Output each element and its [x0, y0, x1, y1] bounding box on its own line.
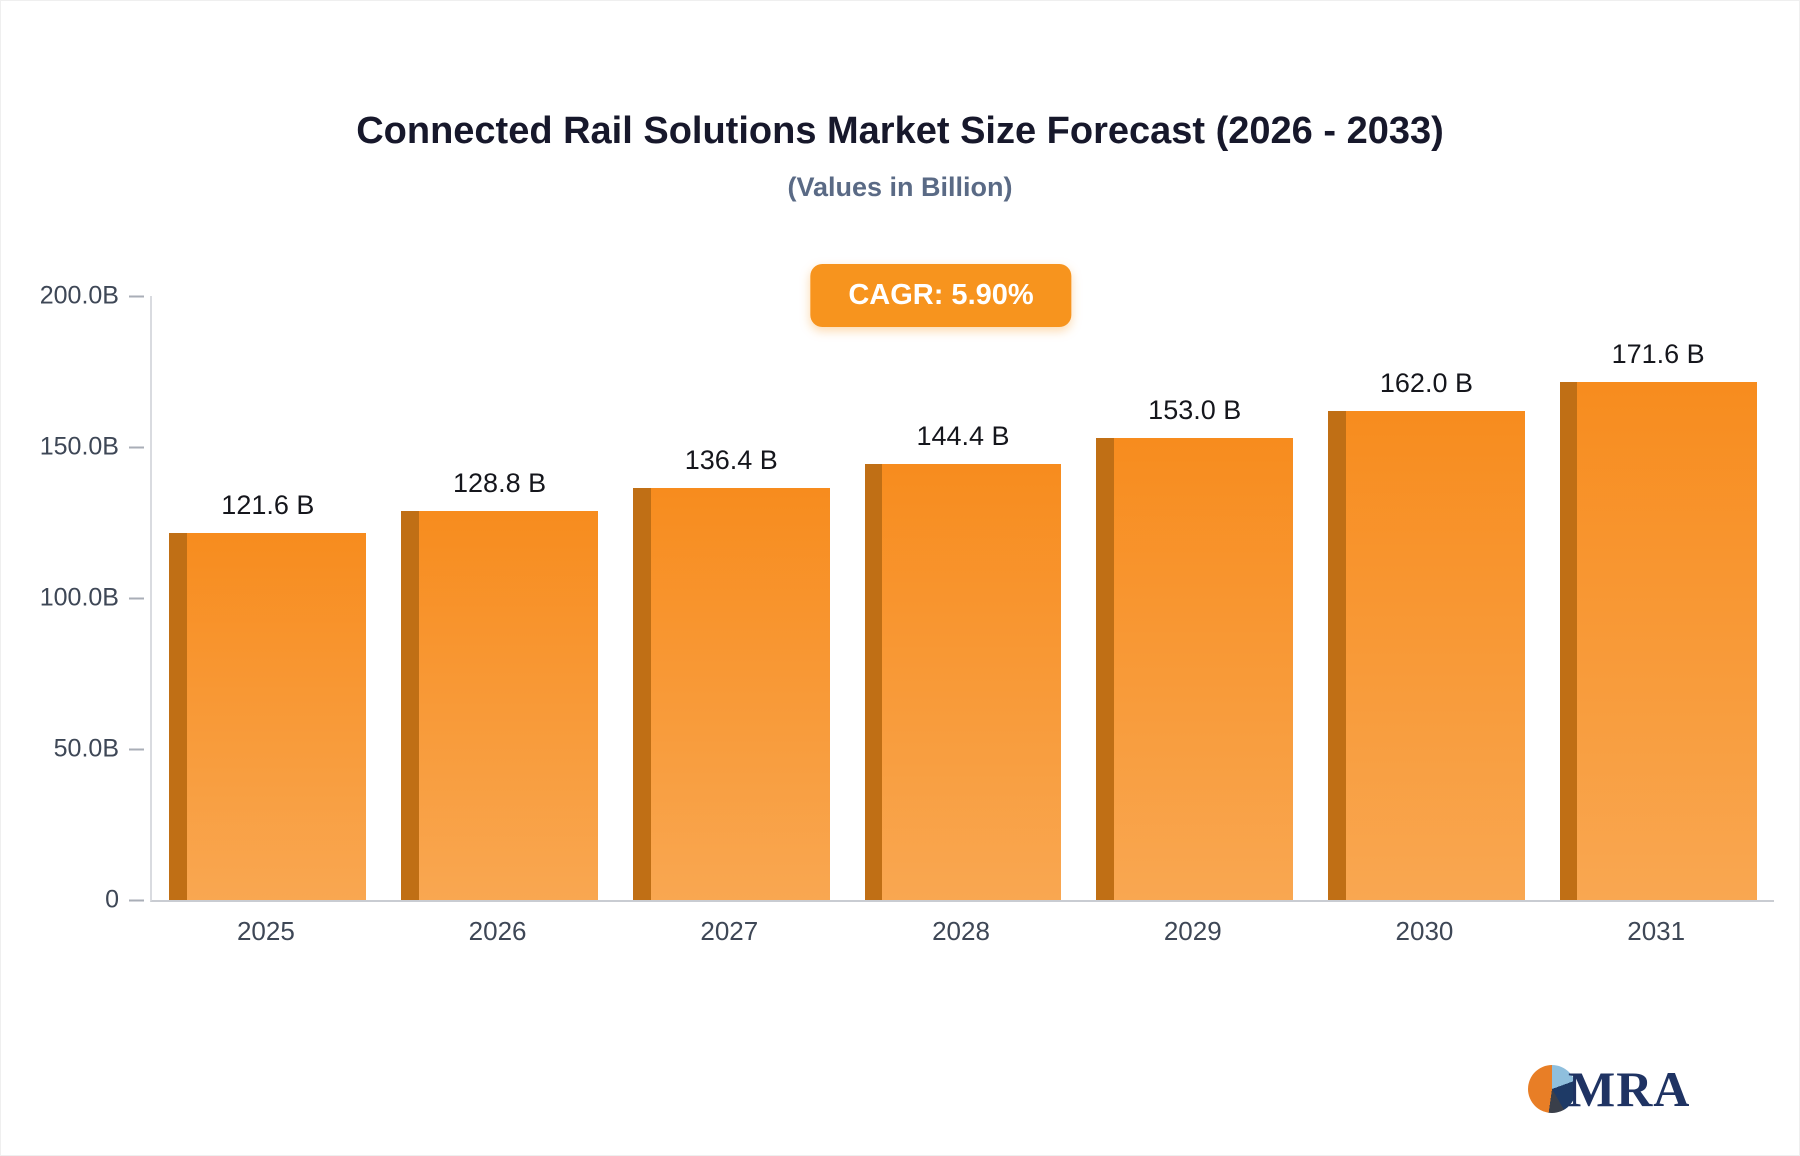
- bar-front-face: [187, 532, 367, 900]
- bar-side-face: [632, 488, 651, 900]
- y-tick-mark: [129, 597, 144, 599]
- y-tick-mark: [129, 899, 144, 901]
- chart-subtitle: (Values in Billion): [787, 172, 1013, 202]
- bar-2028: 144.4 B: [864, 421, 1062, 900]
- y-tick-label: 100.0B: [39, 583, 119, 612]
- y-tick-label: 150.0B: [39, 432, 119, 461]
- mra-logo-text: MRA: [1568, 1061, 1691, 1117]
- y-tick: 150.0B: [0, 433, 150, 462]
- bar-value-label: 128.8 B: [453, 468, 547, 499]
- bar-side-face: [401, 511, 419, 900]
- bar-value-label: 144.4 B: [916, 420, 1010, 451]
- x-axis: 2025 2026 2027 2028 2029 2030 2031: [150, 916, 1772, 947]
- bar-2030: 162.0 B: [1327, 368, 1525, 900]
- plot-area: 121.6 B 128.8 B 136.4 B 144.4 B 153.0 B 162.0…: [152, 296, 1774, 900]
- x-axis-label: 2031: [1627, 916, 1686, 946]
- y-tick-mark: [129, 748, 144, 750]
- bar-chart: 121.6 B 128.8 B 136.4 B 144.4 B 153.0 B 162.0…: [150, 296, 1774, 902]
- y-axis: 200.0B 150.0B 100.0B 50.0B 0: [0, 282, 150, 914]
- bar-side-face: [1327, 410, 1346, 900]
- bar-group: 121.6 B: [152, 296, 384, 900]
- bar-value-label: 136.4 B: [684, 445, 778, 476]
- y-tick: 50.0B: [0, 735, 150, 764]
- bar-side-face: [1096, 437, 1114, 900]
- x-axis-label: 2029: [1163, 916, 1222, 946]
- bar-group: 128.8 B: [384, 296, 616, 900]
- bar-front-face: [1577, 381, 1757, 900]
- x-axis-label: 2027: [700, 916, 759, 946]
- bar-group: 153.0 B: [1079, 296, 1311, 900]
- bar-front-face: [1345, 410, 1525, 900]
- bar-value-label: 121.6 B: [221, 489, 315, 520]
- y-tick-mark: [129, 295, 144, 297]
- bar-value-label: 153.0 B: [1148, 394, 1242, 425]
- bar-value-label: 162.0 B: [1379, 367, 1473, 398]
- chart-title: Connected Rail Solutions Market Size For…: [356, 110, 1444, 152]
- y-tick-label: 200.0B: [39, 281, 119, 310]
- y-tick: 200.0B: [0, 282, 150, 311]
- x-axis-label: 2025: [236, 916, 295, 946]
- y-tick-mark: [129, 446, 144, 448]
- bar-front-face: [650, 488, 830, 900]
- bar-2029: 153.0 B: [1096, 395, 1294, 900]
- bar-group: 171.6 B: [1542, 296, 1774, 900]
- bar-group: 144.4 B: [847, 296, 1079, 900]
- bar-2031: 171.6 B: [1559, 339, 1757, 900]
- y-tick-label: 50.0B: [53, 734, 119, 763]
- y-tick: 100.0B: [0, 584, 150, 613]
- pie-chart-logo-icon: [1528, 1065, 1576, 1113]
- bar-group: 162.0 B: [1311, 296, 1543, 900]
- bar-2027: 136.4 B: [632, 445, 830, 900]
- mra-logo: MRA: [1528, 1060, 1690, 1118]
- bar-value-label: 171.6 B: [1611, 338, 1705, 369]
- y-tick: 0: [0, 886, 150, 915]
- bar-2025: 121.6 B: [169, 490, 367, 900]
- cagr-badge: CAGR: 5.90%: [810, 264, 1072, 327]
- x-axis-label: 2026: [468, 916, 527, 946]
- bar-group: 136.4 B: [615, 296, 847, 900]
- bar-front-face: [882, 463, 1062, 900]
- bar-front-face: [1113, 437, 1294, 900]
- bar-front-face: [418, 511, 599, 900]
- bar-side-face: [864, 463, 883, 900]
- bar-side-face: [1559, 381, 1578, 900]
- y-tick-label: 0: [105, 885, 119, 914]
- x-axis-label: 2028: [932, 916, 990, 946]
- bar-side-face: [169, 532, 188, 900]
- bar-2026: 128.8 B: [401, 468, 599, 900]
- x-axis-label: 2030: [1395, 916, 1454, 946]
